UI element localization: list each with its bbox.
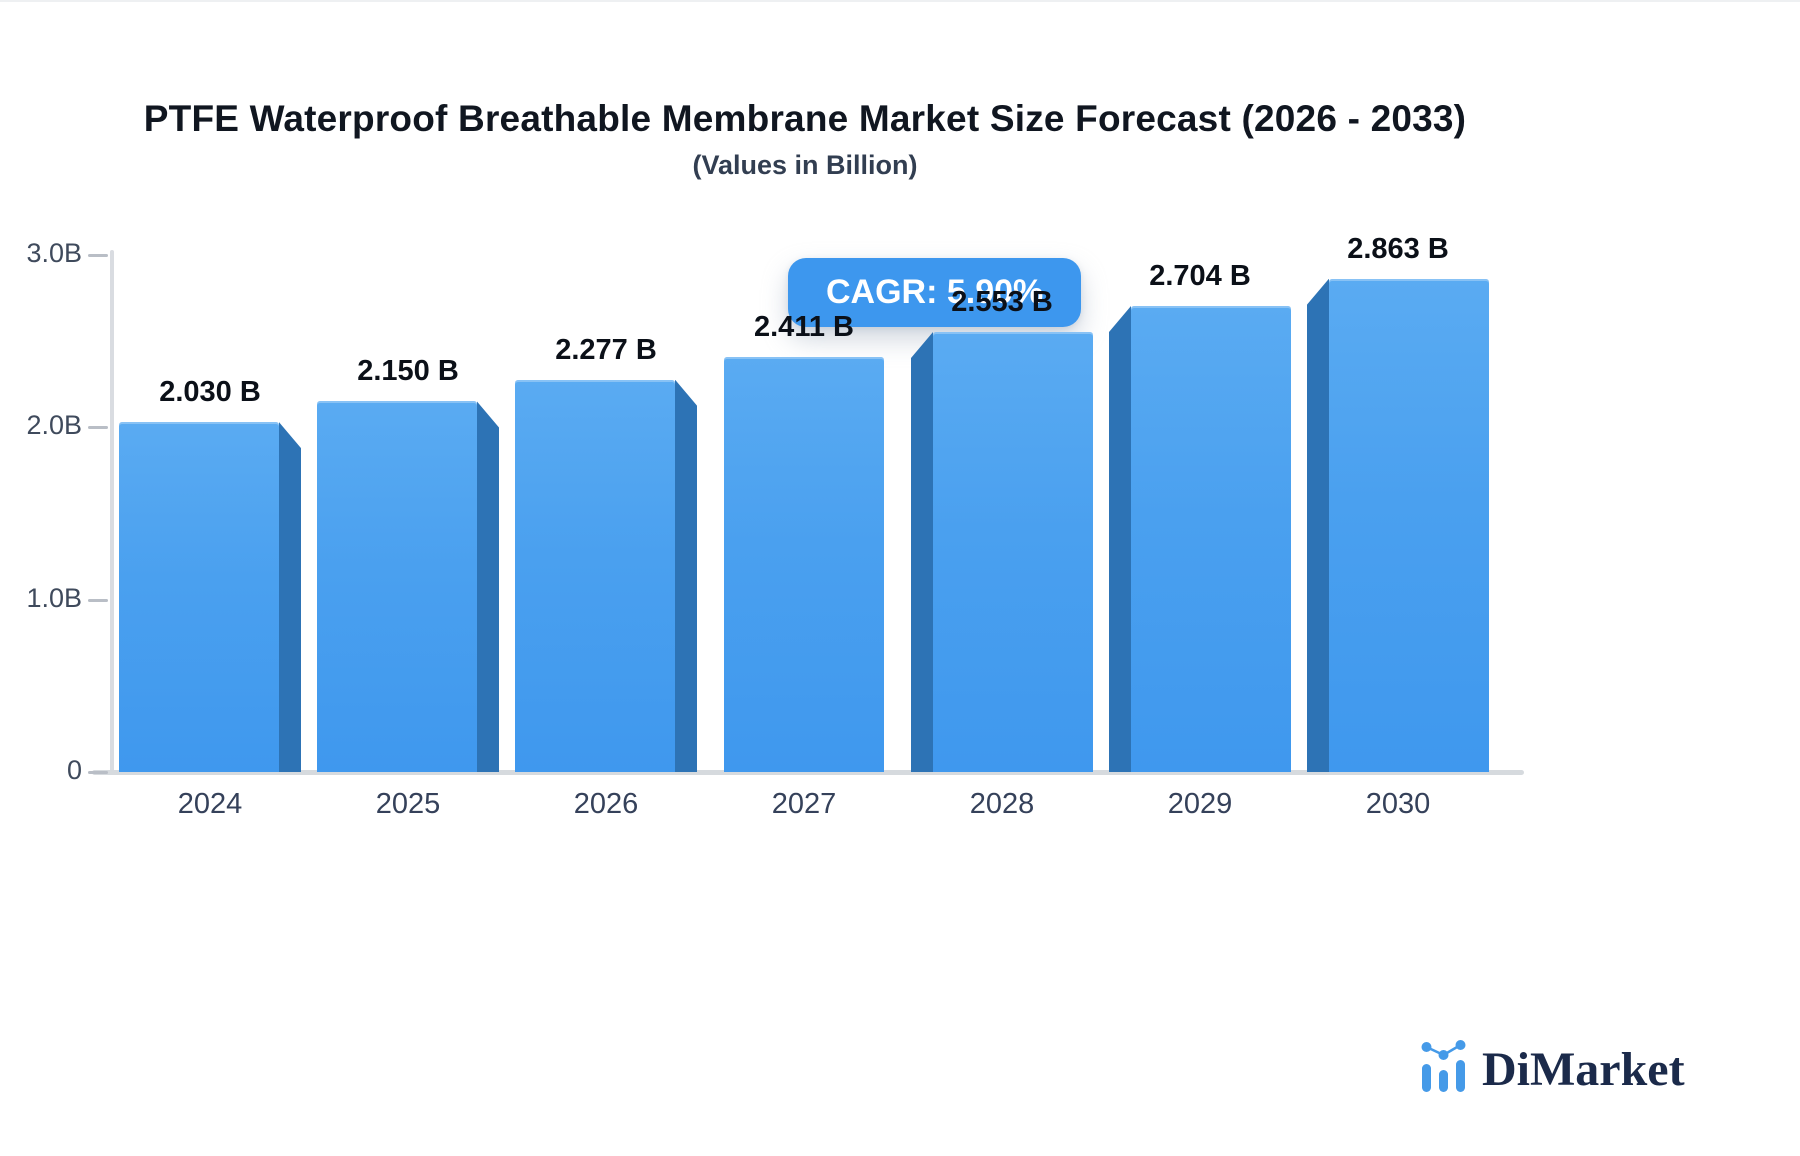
bar	[317, 401, 477, 772]
bar	[515, 379, 675, 772]
brand-logo-text: DiMarket	[1482, 1043, 1685, 1096]
x-tick-label: 2027	[771, 788, 837, 820]
bar-side-face	[1307, 278, 1329, 772]
y-tick-label: 0	[66, 755, 82, 785]
y-tick-mark	[88, 598, 108, 602]
bar-line-chart-logo-icon	[1421, 1040, 1466, 1092]
bar	[724, 356, 884, 772]
bar	[1329, 278, 1489, 772]
bar-side-face	[675, 379, 697, 772]
cagr-badge: CAGR: 5.90%	[788, 258, 1082, 327]
x-tick-label: 2024	[177, 788, 243, 820]
bar-value-label: 2.150 B	[357, 355, 459, 388]
bar-side-face	[279, 422, 301, 772]
bar-side-face	[1109, 306, 1131, 772]
x-tick-label: 2029	[1167, 788, 1233, 820]
y-tick-mark	[88, 426, 108, 430]
y-tick-mark	[88, 254, 108, 257]
bar-value-label: 2.411 B	[754, 310, 854, 343]
brand-logo: DiMarket	[1418, 1038, 1685, 1094]
x-tick-label: 2026	[573, 788, 639, 820]
x-tick-label: 2025	[375, 788, 441, 820]
x-tick-label: 2030	[1365, 788, 1431, 820]
y-tick-label: 2.0B	[26, 410, 82, 441]
bar-value-label: 2.030 B	[159, 376, 261, 409]
y-axis-line	[110, 250, 114, 774]
bar-value-label: 2.553 B	[951, 286, 1053, 319]
bar-side-face	[911, 332, 933, 772]
bar	[1131, 306, 1291, 772]
chart-subtitle: (Values in Billion)	[692, 150, 918, 180]
y-tick-label: 1.0B	[26, 582, 82, 613]
y-tick-mark	[88, 771, 108, 774]
bar	[933, 332, 1093, 772]
bar	[119, 422, 279, 772]
x-tick-label: 2028	[969, 788, 1035, 820]
bar-value-label: 2.277 B	[555, 333, 657, 366]
bar-side-face	[477, 401, 499, 772]
chart-title: PTFE Waterproof Breathable Membrane Mark…	[143, 98, 1467, 139]
bar-value-label: 2.863 B	[1347, 232, 1449, 265]
y-tick-label: 3.0B	[26, 238, 82, 268]
x-axis-baseline	[92, 770, 1524, 775]
bar-value-label: 2.704 B	[1149, 260, 1251, 293]
